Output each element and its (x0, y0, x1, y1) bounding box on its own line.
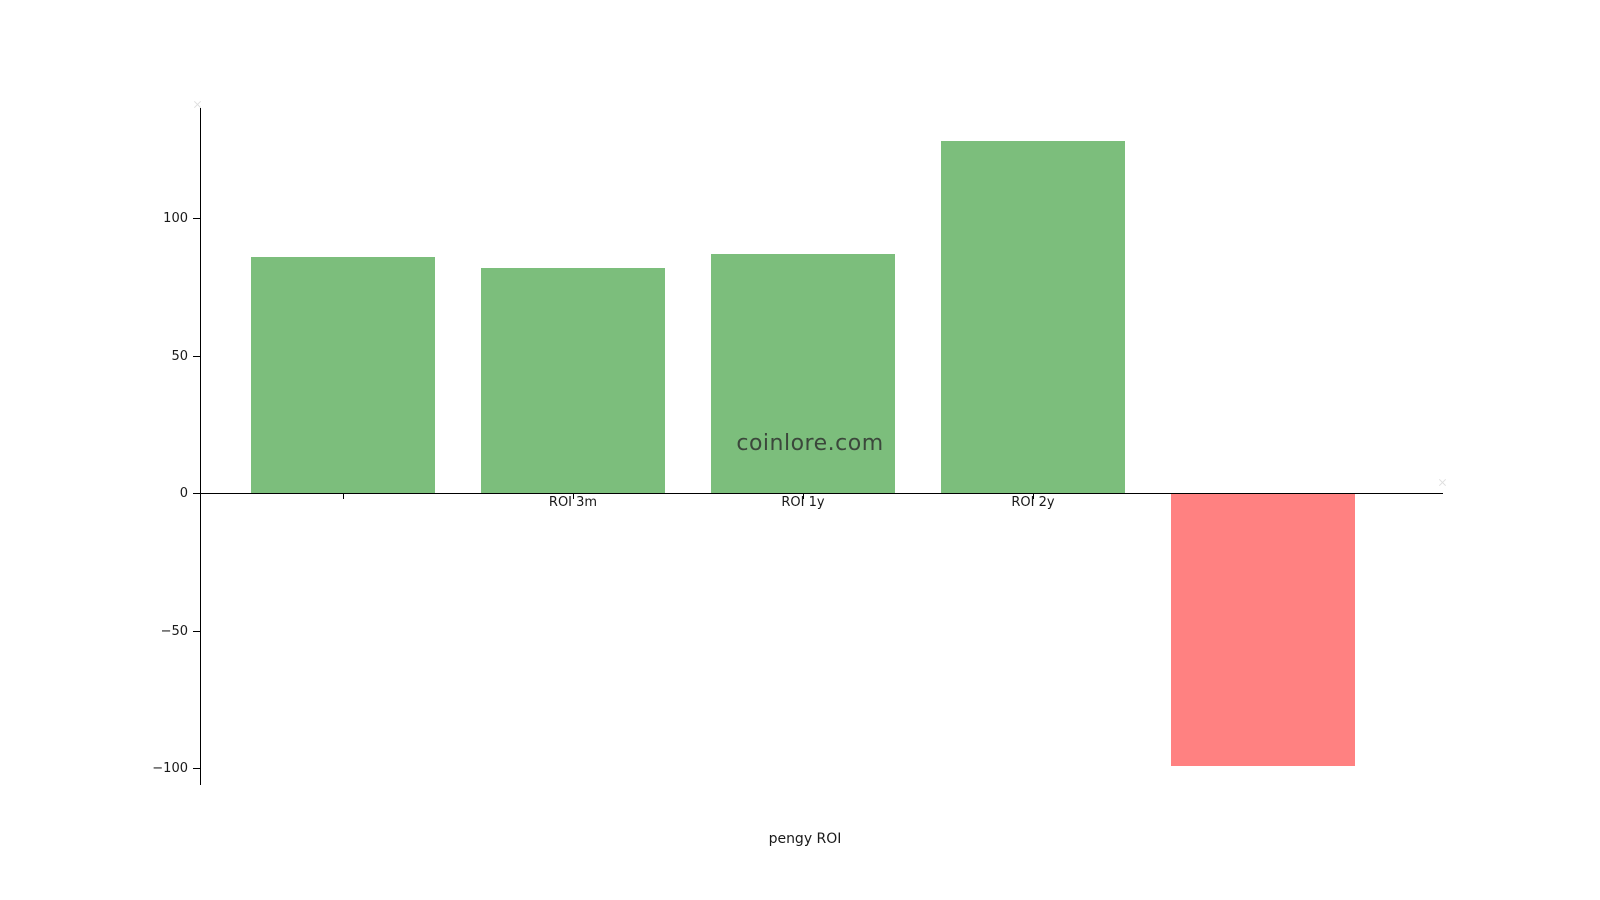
bar-positive (941, 141, 1125, 493)
y-tick-label: 100 (163, 211, 188, 226)
bar-negative (1171, 494, 1355, 767)
y-tick-mark (193, 355, 200, 357)
x-tick-mark (803, 493, 804, 499)
y-tick-mark (193, 630, 200, 632)
x-tick-label: ROI 1y (781, 495, 825, 510)
x-tick-mark (343, 493, 344, 499)
bar-positive (711, 253, 895, 493)
x-axis-title: pengy ROI (768, 831, 842, 847)
x-axis-line (200, 493, 1443, 494)
y-tick-mark (193, 768, 200, 769)
y-tick-mark (193, 493, 200, 494)
bar-positive (251, 256, 435, 493)
y-tick-label: 0 (179, 486, 188, 501)
watermark-text: coinlore.com (736, 431, 884, 456)
y-tick-label: −50 (160, 623, 188, 639)
axis-end-artifact-icon (1438, 478, 1447, 487)
y-tick-mark (193, 218, 200, 219)
x-tick-mark (573, 493, 574, 499)
y-axis-line (200, 108, 201, 785)
x-tick-label: ROI 2y (1011, 495, 1055, 510)
x-tick-label: ROI 3m (548, 495, 598, 510)
y-tick-label: 50 (171, 348, 188, 364)
x-tick-mark (1033, 493, 1034, 499)
bar-positive (481, 267, 665, 493)
y-tick-label: −100 (152, 761, 188, 776)
